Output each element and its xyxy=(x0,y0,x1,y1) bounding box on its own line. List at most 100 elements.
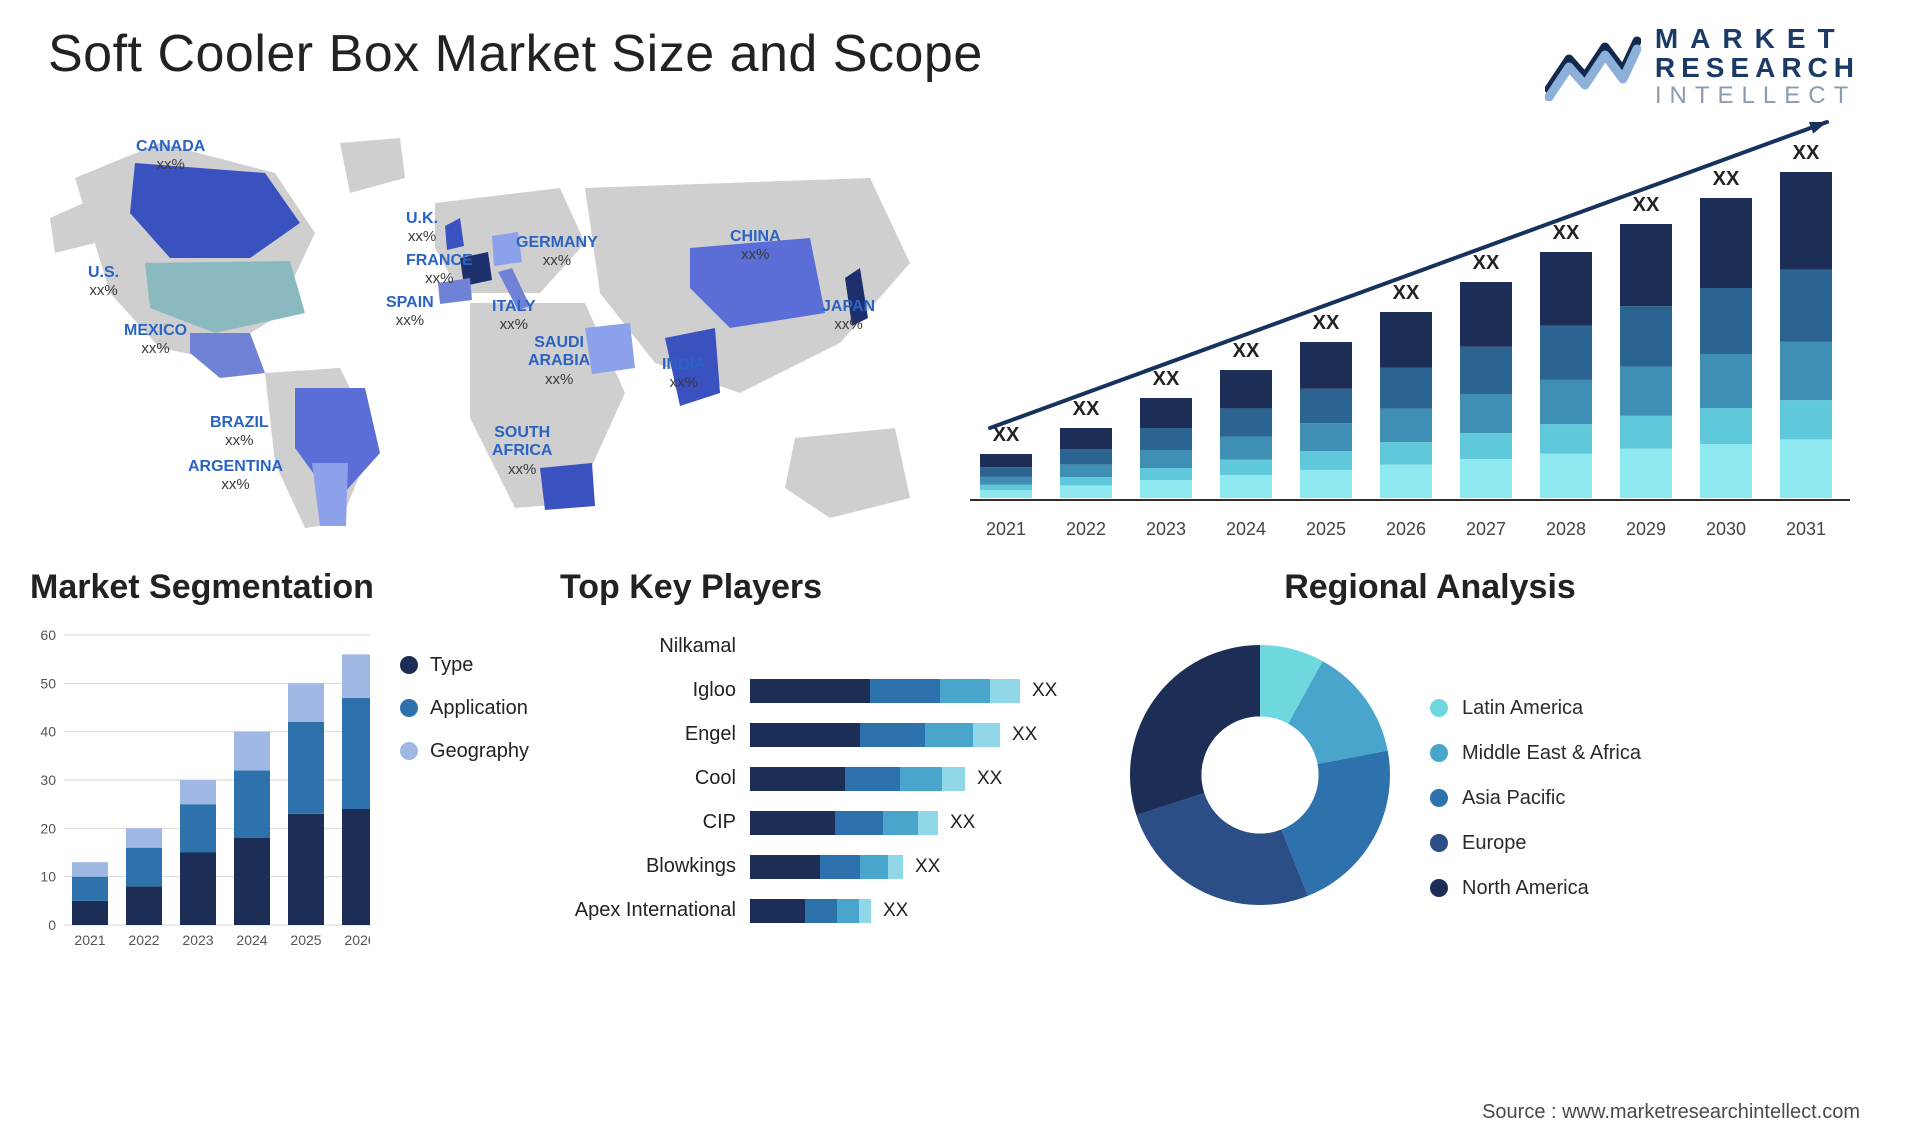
growth-year-label: 2025 xyxy=(1296,519,1356,540)
key-player-value: XX xyxy=(883,900,908,922)
map-country-label: JAPANxx% xyxy=(822,298,875,334)
growth-year-label: 2026 xyxy=(1376,519,1436,540)
regional-title: Regional Analysis xyxy=(1110,568,1750,607)
key-players-panel: Top Key Players NilkamalIglooXXEngelXXCo… xyxy=(560,568,1100,955)
regional-donut xyxy=(1110,625,1410,925)
svg-text:50: 50 xyxy=(40,675,56,691)
page-title: Soft Cooler Box Market Size and Scope xyxy=(48,24,983,84)
key-player-bar xyxy=(750,811,938,835)
svg-text:2021: 2021 xyxy=(74,932,105,948)
growth-year-label: 2030 xyxy=(1696,519,1756,540)
regional-legend-item: Latin America xyxy=(1430,697,1641,720)
regional-legend: Latin America Middle East & Africa Asia Pa… xyxy=(1430,697,1641,925)
map-country-label: MEXICOxx% xyxy=(124,322,187,358)
regional-legend-item: North America xyxy=(1430,877,1641,900)
map-country-label: CHINAxx% xyxy=(730,228,781,264)
growth-value-label: XX xyxy=(1376,282,1436,305)
map-country-label: ITALYxx% xyxy=(492,298,536,334)
key-player-label: Blowkings xyxy=(560,855,750,878)
growth-value-label: XX xyxy=(1616,194,1676,217)
brand-line-2: RESEARCH xyxy=(1655,53,1860,82)
key-player-row: Blowkings XX xyxy=(560,845,1100,889)
key-players-title: Top Key Players xyxy=(560,568,1100,607)
growth-year-label: 2022 xyxy=(1056,519,1116,540)
map-country-label: U.S.xx% xyxy=(88,264,119,300)
svg-text:40: 40 xyxy=(40,724,56,740)
key-player-label: Engel xyxy=(560,723,750,746)
growth-value-label: XX xyxy=(1696,168,1756,191)
svg-text:30: 30 xyxy=(40,772,56,788)
key-player-label: Cool xyxy=(560,767,750,790)
map-country-label: INDIAxx% xyxy=(662,356,706,392)
svg-text:20: 20 xyxy=(40,820,56,836)
map-country-label: GERMANYxx% xyxy=(516,234,598,270)
segmentation-legend: Type Application Geography xyxy=(400,654,529,783)
growth-year-label: 2023 xyxy=(1136,519,1196,540)
key-player-row: Igloo XX xyxy=(560,669,1100,713)
growth-year-label: 2029 xyxy=(1616,519,1676,540)
brand-line-3: INTELLECT xyxy=(1655,83,1860,108)
growth-value-label: XX xyxy=(1296,312,1356,335)
key-player-bar xyxy=(750,767,965,791)
map-country-label: FRANCExx% xyxy=(406,252,473,288)
growth-value-label: XX xyxy=(1216,340,1276,363)
regional-legend-item: Europe xyxy=(1430,832,1641,855)
key-player-value: XX xyxy=(915,856,940,878)
world-map: CANADAxx%U.S.xx%MEXICOxx%BRAZILxx%ARGENT… xyxy=(40,118,950,548)
key-player-value: XX xyxy=(1032,680,1057,702)
svg-text:2022: 2022 xyxy=(128,932,159,948)
segmentation-title: Market Segmentation xyxy=(30,568,550,607)
key-player-label: Apex International xyxy=(560,899,750,922)
growth-value-label: XX xyxy=(976,424,1036,447)
segmentation-legend-item: Type xyxy=(400,654,529,677)
brand-logo: MARKET RESEARCH INTELLECT xyxy=(1545,24,1860,108)
key-player-value: XX xyxy=(950,812,975,834)
key-players-chart: NilkamalIglooXXEngelXXCoolXXCIPXXBlowkin… xyxy=(560,625,1100,933)
key-player-bar xyxy=(750,899,871,923)
key-player-value: XX xyxy=(1012,724,1037,746)
key-player-value: XX xyxy=(977,768,1002,790)
regional-legend-item: Asia Pacific xyxy=(1430,787,1641,810)
key-player-label: CIP xyxy=(560,811,750,834)
growth-year-label: 2031 xyxy=(1776,519,1836,540)
svg-text:2026: 2026 xyxy=(344,932,370,948)
source-attribution: Source : www.marketresearchintellect.com xyxy=(1482,1101,1860,1124)
segmentation-legend-item: Geography xyxy=(400,740,529,763)
svg-text:2024: 2024 xyxy=(236,932,267,948)
key-player-bar xyxy=(750,723,1000,747)
map-country-label: U.K.xx% xyxy=(406,210,438,246)
growth-value-label: XX xyxy=(1536,222,1596,245)
svg-text:60: 60 xyxy=(40,627,56,643)
segmentation-panel: Market Segmentation 01020304050602021202… xyxy=(30,568,550,955)
map-country-label: SAUDIARABIAxx% xyxy=(528,334,590,388)
key-player-label: Nilkamal xyxy=(560,635,750,658)
key-player-row: Cool XX xyxy=(560,757,1100,801)
brand-line-1: MARKET xyxy=(1655,24,1860,53)
growth-chart: 2021 2022 2023 2024 2025 2026 2027 2028 2029 2030… xyxy=(950,118,1860,548)
growth-year-label: 2024 xyxy=(1216,519,1276,540)
growth-value-label: XX xyxy=(1456,252,1516,275)
map-country-label: SPAINxx% xyxy=(386,294,434,330)
key-player-bar xyxy=(750,679,1020,703)
growth-value-label: XX xyxy=(1136,368,1196,391)
brand-mark-icon xyxy=(1545,31,1641,101)
growth-year-label: 2021 xyxy=(976,519,1036,540)
key-player-row: Engel XX xyxy=(560,713,1100,757)
key-player-row: CIP XX xyxy=(560,801,1100,845)
growth-year-label: 2027 xyxy=(1456,519,1516,540)
growth-year-label: 2028 xyxy=(1536,519,1596,540)
map-country-label: ARGENTINAxx% xyxy=(188,458,283,494)
regional-legend-item: Middle East & Africa xyxy=(1430,742,1641,765)
svg-text:2025: 2025 xyxy=(290,932,321,948)
growth-value-label: XX xyxy=(1056,398,1116,421)
svg-text:0: 0 xyxy=(48,917,56,933)
segmentation-legend-item: Application xyxy=(400,697,529,720)
key-player-row: Apex International XX xyxy=(560,889,1100,933)
svg-text:2023: 2023 xyxy=(182,932,213,948)
key-player-label: Igloo xyxy=(560,679,750,702)
map-country-label: SOUTHAFRICAxx% xyxy=(492,424,552,478)
map-country-label: CANADAxx% xyxy=(136,138,205,174)
regional-panel: Regional Analysis Latin America Middle Ea… xyxy=(1110,568,1750,955)
growth-value-label: XX xyxy=(1776,142,1836,165)
segmentation-chart: 0102030405060202120222023202420252026 xyxy=(30,625,370,955)
